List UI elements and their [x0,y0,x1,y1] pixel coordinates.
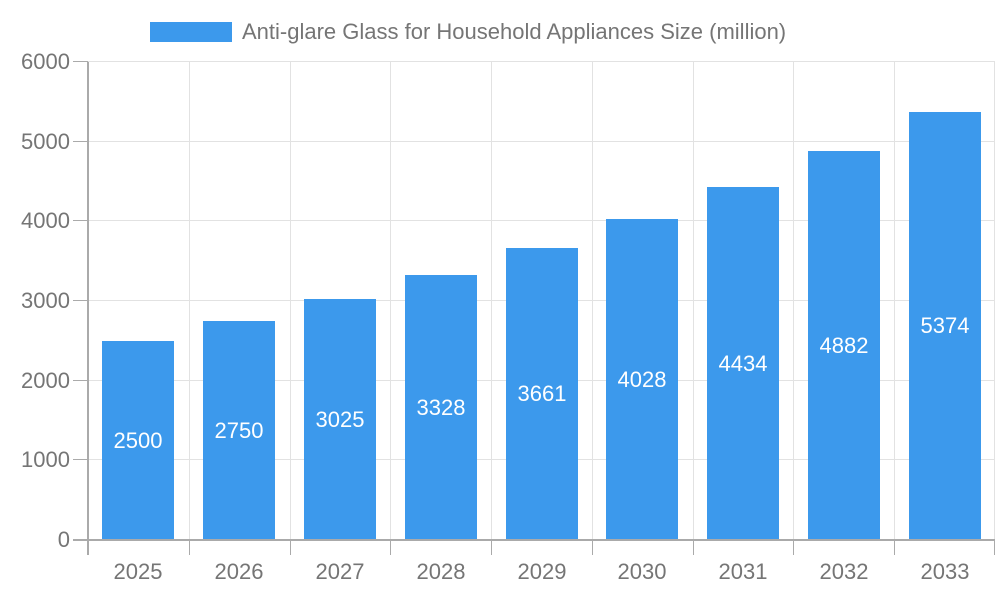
chart-title: Anti-glare Glass for Household Appliance… [242,19,787,44]
y-axis-tick [73,220,88,221]
bar-value-label: 2750 [214,417,264,443]
bar: 3328 [405,275,477,540]
y-axis-tick-label: 0 [57,527,70,552]
bar-value-label: 4028 [617,366,667,392]
h-gridline [88,61,995,62]
x-axis-tick-label: 2031 [718,559,768,584]
y-axis-tick-label: 4000 [21,208,70,233]
h-gridline [88,220,995,222]
y-axis-tick-label: 2000 [21,368,70,393]
x-axis-tick-label: 2029 [517,559,567,584]
y-axis-tick [73,459,88,460]
bar-value-label: 3328 [416,394,466,420]
y-axis-tick-label: 3000 [21,288,70,313]
bar-value-label: 4882 [819,332,869,358]
x-axis-tick [793,540,794,555]
bar: 5374 [909,112,981,540]
plot-area: 2500 2750 3025 3328 3661 4028 4434 4882 5374 [88,61,995,540]
legend-swatch [150,22,232,42]
h-gridline [88,140,995,142]
x-axis-tick [894,540,895,555]
v-gridline [290,62,291,540]
x-axis-tick [390,540,391,555]
y-axis-tick-label: 1000 [21,447,70,472]
x-axis-tick [693,540,694,555]
bar: 2500 [102,341,174,540]
v-gridline [592,62,593,540]
x-axis-tick-label: 2026 [214,559,264,584]
x-axis-tick [994,540,995,555]
v-gridline [994,62,995,540]
y-axis-tick-label: 5000 [21,129,70,154]
v-gridline [491,62,492,540]
bar-value-label: 2500 [113,427,163,453]
y-axis-tick [73,380,88,381]
x-axis-tick-label: 2032 [819,559,869,584]
bar: 2750 [203,321,275,540]
bar-value-label: 3025 [315,406,365,432]
x-axis-tick [491,540,492,555]
v-gridline [390,62,391,540]
x-axis-tick-label: 2028 [416,559,466,584]
bar: 4882 [808,151,880,540]
bar: 4028 [606,219,678,540]
y-axis-line [87,62,89,555]
x-axis-tick-label: 2033 [920,559,970,584]
bar: 3661 [506,248,578,540]
x-axis-tick-label: 2030 [617,559,667,584]
bar: 4434 [707,187,779,540]
x-axis-tick-label: 2025 [113,559,163,584]
v-gridline [894,62,895,540]
v-gridline [189,62,190,540]
bar-value-label: 3661 [517,381,567,406]
bar-value-label: 4434 [718,350,768,376]
y-axis-tick-label: 6000 [21,49,70,74]
y-axis-tick [73,141,88,142]
chart-legend: Anti-glare Glass for Household Appliance… [150,20,786,44]
x-axis-tick [290,540,291,555]
x-axis-tick [189,540,190,555]
v-gridline [693,62,694,540]
bar: 3025 [304,299,376,540]
y-axis-tick [73,300,88,301]
bar-value-label: 5374 [920,313,970,338]
x-axis-tick-label: 2027 [315,559,365,584]
x-axis-tick [592,540,593,555]
y-axis-tick [73,61,88,62]
x-axis-line [73,539,995,541]
v-gridline [793,62,794,540]
